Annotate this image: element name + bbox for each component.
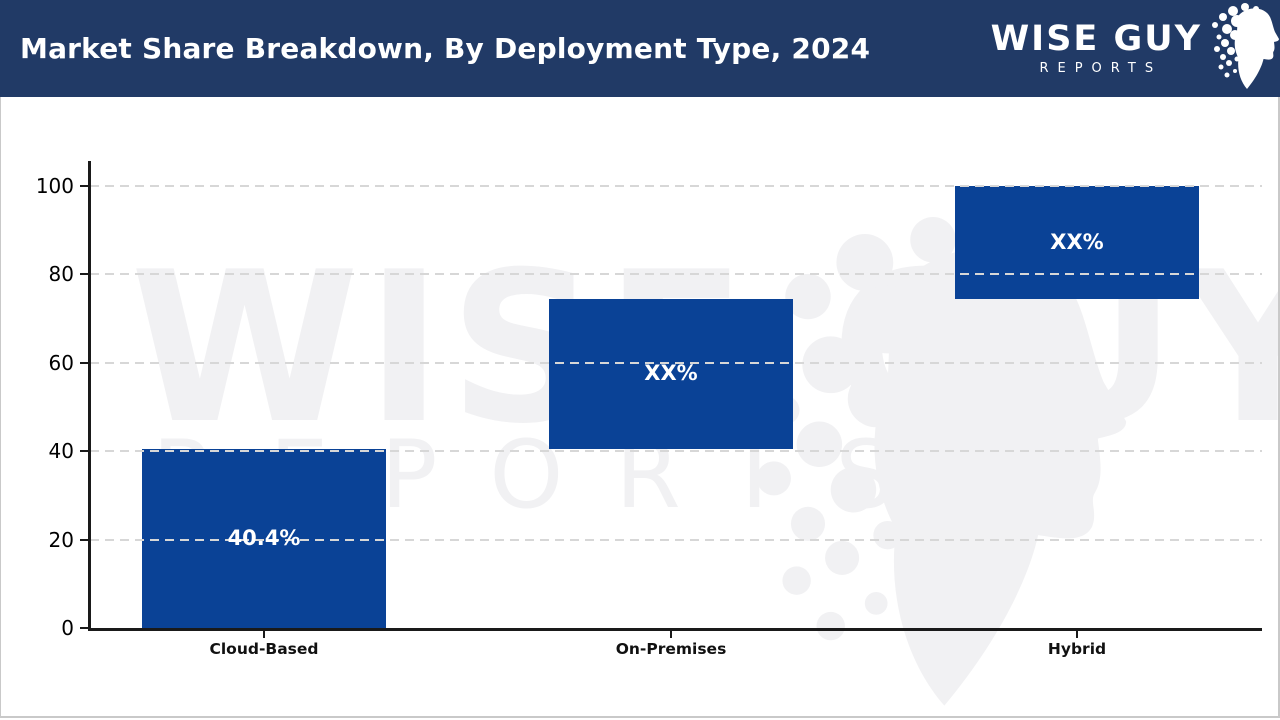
frame-right-border — [1278, 97, 1280, 717]
frame-left-border — [0, 97, 1, 717]
x-category-label: Hybrid — [1047, 640, 1107, 658]
x-axis-line — [88, 628, 1262, 631]
gridline-40 — [90, 450, 1262, 453]
bar-value-label: XX% — [1050, 229, 1104, 254]
bar-hybrid — [955, 185, 1199, 300]
y-tick-mark-80 — [80, 273, 88, 276]
gridline-100 — [90, 184, 1262, 187]
y-tick-mark-60 — [80, 361, 88, 364]
logo-subtitle: REPORTS — [1039, 60, 1163, 76]
gridline-60 — [90, 361, 1262, 364]
wiseguy-logo-text: WISE GUY REPORTS — [990, 18, 1202, 76]
gridline-20 — [90, 538, 1262, 541]
y-axis-spine — [88, 161, 91, 630]
y-tick-label-0: 0 — [61, 616, 74, 640]
x-tick-mark-1 — [263, 631, 265, 638]
frame-bottom-border — [0, 716, 1280, 718]
logo-wordmark: WISE GUY — [990, 18, 1202, 59]
y-tick-mark-0 — [80, 627, 88, 629]
y-tick-mark-100 — [80, 184, 88, 187]
gridline-80 — [90, 273, 1262, 276]
bar-value-label: XX% — [644, 361, 698, 386]
header-bar: Market Share Breakdown, By Deployment Ty… — [0, 0, 1280, 97]
y-tick-label-60: 60 — [48, 350, 74, 375]
wiseguy-logo: WISE GUY REPORTS — [991, 0, 1280, 97]
x-category-label: On-Premises — [615, 640, 727, 658]
wiseguy-face-logo-icon — [1206, 2, 1280, 95]
bar-on-premises — [549, 299, 793, 450]
y-tick-label-40: 40 — [48, 439, 74, 464]
y-tick-label-100: 100 — [35, 173, 74, 198]
chart-plot-area: WISE GUY REPORTS 02040608010040.4%Cloud-… — [0, 97, 1280, 720]
x-tick-mark-2 — [670, 631, 672, 638]
bar-value-label: 40.4% — [227, 525, 301, 550]
page-title: Market Share Breakdown, By Deployment Ty… — [20, 32, 871, 65]
y-tick-mark-40 — [80, 450, 88, 453]
x-category-label: Cloud-Based — [209, 640, 319, 658]
y-tick-label-80: 80 — [48, 262, 74, 287]
y-tick-label-20: 20 — [48, 527, 74, 552]
x-tick-mark-3 — [1076, 631, 1078, 638]
y-tick-mark-20 — [80, 538, 88, 541]
